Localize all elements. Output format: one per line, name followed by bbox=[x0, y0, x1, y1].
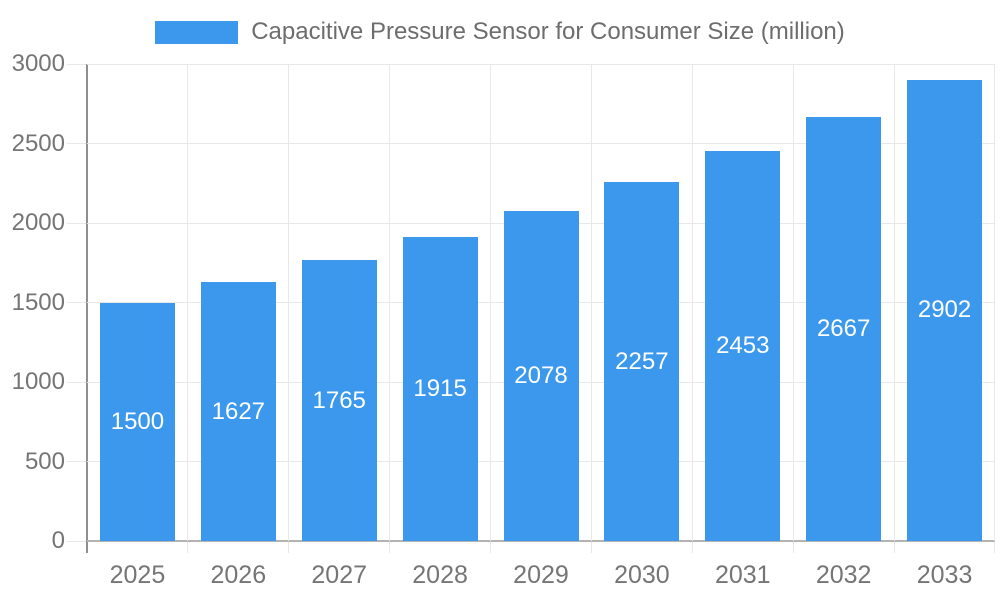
x-axis-tick bbox=[389, 541, 391, 553]
bar-value-label: 1915 bbox=[413, 374, 467, 402]
gridline-vertical bbox=[490, 64, 492, 541]
bar-2028[interactable]: 1915 bbox=[402, 236, 478, 541]
y-axis-tick bbox=[67, 63, 87, 65]
gridline-vertical bbox=[792, 64, 794, 541]
x-axis-tick-label: 2031 bbox=[714, 561, 771, 589]
gridline-vertical bbox=[288, 64, 290, 541]
x-axis-tick-label: 2028 bbox=[412, 561, 468, 589]
bar-value-label: 1627 bbox=[211, 397, 266, 425]
x-axis-tick bbox=[288, 541, 290, 553]
x-axis-tick-label: 2032 bbox=[815, 561, 872, 589]
x-axis-tick-label: 2033 bbox=[916, 561, 973, 589]
x-axis-tick bbox=[792, 541, 794, 553]
x-axis-tick bbox=[590, 541, 592, 553]
bar-value-label: 1500 bbox=[110, 407, 165, 435]
gridline-vertical bbox=[691, 64, 693, 541]
x-axis-tick-label: 2026 bbox=[210, 561, 267, 589]
y-axis-tick bbox=[67, 222, 87, 224]
bar-2033[interactable]: 2902 bbox=[907, 79, 983, 541]
bar-value-label: 2257 bbox=[615, 347, 669, 375]
gridline-horizontal bbox=[87, 63, 995, 65]
legend-swatch bbox=[155, 20, 239, 44]
y-axis-tick-label: 0 bbox=[51, 527, 65, 554]
gridline-vertical bbox=[389, 64, 391, 541]
y-axis-tick bbox=[67, 143, 87, 144]
y-axis-tick-label: 1500 bbox=[11, 288, 65, 316]
x-axis-tick bbox=[691, 541, 693, 553]
y-axis-tick-label: 500 bbox=[24, 447, 65, 475]
x-axis-tick-label: 2025 bbox=[109, 561, 166, 589]
bar-value-label: 2078 bbox=[514, 361, 568, 389]
x-axis-tick-label: 2029 bbox=[513, 561, 569, 589]
bar-2031[interactable]: 2453 bbox=[705, 150, 781, 541]
x-axis-tick bbox=[993, 541, 995, 553]
x-axis-tick-label: 2027 bbox=[311, 561, 368, 589]
bar-2029[interactable]: 2078 bbox=[503, 210, 579, 541]
y-axis-tick-label: 2500 bbox=[11, 129, 65, 157]
legend: Capacitive Pressure Sensor for Consumer … bbox=[0, 20, 1000, 44]
gridline-vertical bbox=[993, 64, 995, 541]
plot-area: 1500 1627 1765 1915 2078 2257 2453 2667 2902 bbox=[87, 63, 995, 541]
bar-2030[interactable]: 2257 bbox=[604, 182, 680, 541]
bar-2026[interactable]: 1627 bbox=[200, 282, 276, 541]
bar-value-label: 1765 bbox=[312, 386, 366, 414]
y-axis-tick-label: 3000 bbox=[11, 50, 65, 77]
x-axis-tick bbox=[893, 541, 895, 553]
bar-2032[interactable]: 2667 bbox=[806, 116, 882, 541]
legend-item[interactable]: Capacitive Pressure Sensor for Consumer … bbox=[155, 20, 845, 44]
y-axis-tick bbox=[67, 461, 87, 462]
bar-value-label: 2667 bbox=[816, 314, 871, 342]
gridline-vertical bbox=[893, 64, 895, 541]
gridline-vertical bbox=[187, 64, 189, 541]
x-axis-tick bbox=[490, 541, 492, 553]
legend-label: Capacitive Pressure Sensor for Consumer … bbox=[251, 18, 845, 45]
y-axis-tick bbox=[67, 302, 87, 303]
x-axis-line bbox=[87, 540, 995, 542]
bar-value-label: 2902 bbox=[917, 296, 972, 324]
gridline-horizontal bbox=[87, 143, 995, 144]
bar-value-label: 2453 bbox=[716, 331, 770, 359]
y-axis-line bbox=[86, 64, 88, 553]
x-axis-tick-label: 2030 bbox=[614, 561, 670, 589]
y-axis-tick-label: 1000 bbox=[11, 368, 65, 395]
bar-2025[interactable]: 1500 bbox=[99, 302, 175, 541]
y-axis-tick-label: 2000 bbox=[11, 209, 65, 236]
y-axis-tick bbox=[67, 381, 87, 383]
y-axis-tick bbox=[67, 540, 87, 542]
bar-2027[interactable]: 1765 bbox=[301, 260, 377, 541]
gridline-vertical bbox=[590, 64, 592, 541]
x-axis-tick bbox=[187, 541, 189, 553]
